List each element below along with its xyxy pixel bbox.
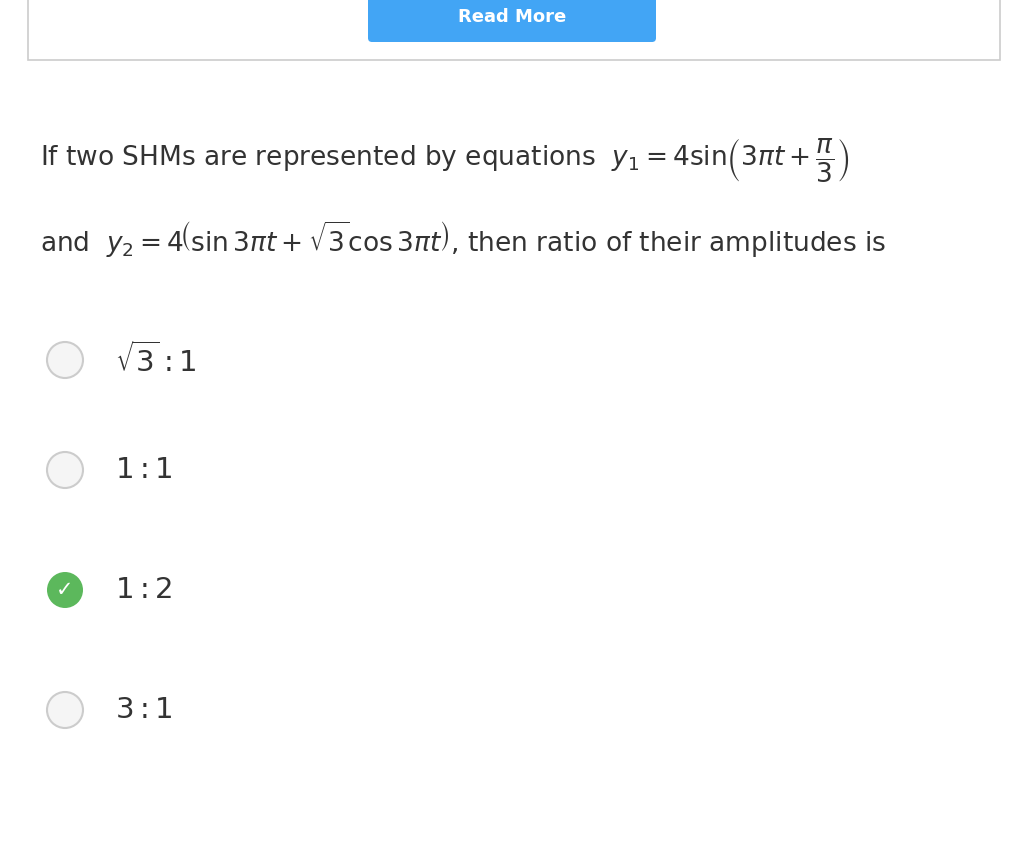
Text: ✓: ✓ (56, 580, 74, 600)
Circle shape (47, 342, 83, 378)
Text: and  $y_2 = 4\!\left(\sin 3\pi t + \sqrt{3}\cos 3\pi t\right)$, then ratio of th: and $y_2 = 4\!\left(\sin 3\pi t + \sqrt{… (40, 219, 886, 260)
Text: $3:1$: $3:1$ (115, 696, 173, 724)
Text: $1:2$: $1:2$ (115, 576, 172, 604)
Text: If two SHMs are represented by equations  $y_1 = 4\sin\!\left(3\pi t+\dfrac{\pi}: If two SHMs are represented by equations… (40, 136, 849, 184)
Circle shape (47, 692, 83, 728)
Circle shape (47, 572, 83, 608)
FancyBboxPatch shape (28, 0, 1000, 60)
Circle shape (47, 452, 83, 488)
FancyBboxPatch shape (368, 0, 656, 42)
Text: $\sqrt{3}:1$: $\sqrt{3}:1$ (115, 342, 197, 378)
Text: Read More: Read More (458, 8, 566, 26)
Text: $1:1$: $1:1$ (115, 456, 173, 484)
